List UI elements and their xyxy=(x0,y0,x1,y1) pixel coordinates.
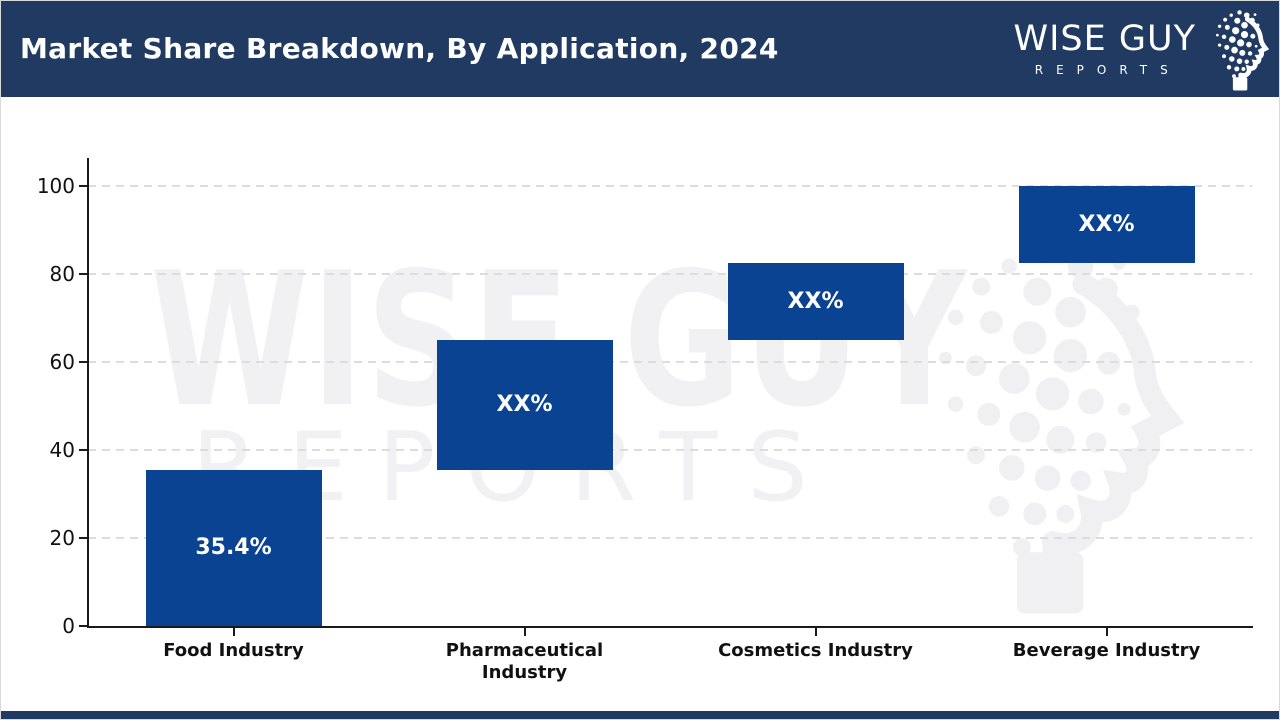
x-tick-mark xyxy=(1105,628,1108,636)
bar-segment xyxy=(1018,186,1195,263)
bar-segment xyxy=(145,470,322,626)
y-tick-label: 100 xyxy=(36,174,75,198)
y-tick-mark xyxy=(79,625,88,627)
x-tick-mark xyxy=(814,628,817,636)
y-tick-mark xyxy=(79,537,88,539)
category-label: Beverage Industry xyxy=(1012,640,1201,661)
page-title: Market Share Breakdown, By Application, … xyxy=(20,32,779,65)
gridline xyxy=(88,537,1252,539)
category-label: Pharmaceutical Industry xyxy=(445,640,604,683)
bar-segment xyxy=(727,263,904,340)
gridline xyxy=(88,185,1252,187)
bar-value-label: 35.4% xyxy=(195,535,272,561)
x-tick-mark xyxy=(232,628,235,636)
footer-bar xyxy=(0,711,1280,720)
logo-subtitle: REPORTS xyxy=(1034,62,1181,77)
y-tick-label: 0 xyxy=(62,614,75,638)
bar-value-label: XX% xyxy=(496,392,553,418)
x-axis xyxy=(87,626,1253,628)
wiseguy-logo: WISE GUY REPORTS xyxy=(1013,7,1270,91)
y-tick-mark xyxy=(79,449,88,451)
x-tick-mark xyxy=(523,628,526,636)
gridline xyxy=(88,361,1252,363)
category-label: Cosmetics Industry xyxy=(718,640,913,661)
gridline xyxy=(88,273,1252,275)
y-tick-label: 20 xyxy=(49,526,75,550)
bar-value-label: XX% xyxy=(1078,211,1135,237)
logo-wordmark: WISE GUY xyxy=(1013,18,1196,59)
wiseguy-head-icon xyxy=(1198,7,1270,91)
y-axis xyxy=(87,158,89,628)
y-tick-mark xyxy=(79,361,88,363)
y-tick-label: 40 xyxy=(49,438,75,462)
y-tick-label: 80 xyxy=(49,262,75,286)
y-tick-mark xyxy=(79,273,88,275)
y-tick-mark xyxy=(79,185,88,187)
bar-value-label: XX% xyxy=(787,288,844,314)
header-bar: Market Share Breakdown, By Application, … xyxy=(0,0,1280,97)
y-tick-label: 60 xyxy=(49,350,75,374)
bar-segment xyxy=(436,340,613,471)
category-label: Food Industry xyxy=(163,640,304,661)
gridline xyxy=(88,449,1252,451)
